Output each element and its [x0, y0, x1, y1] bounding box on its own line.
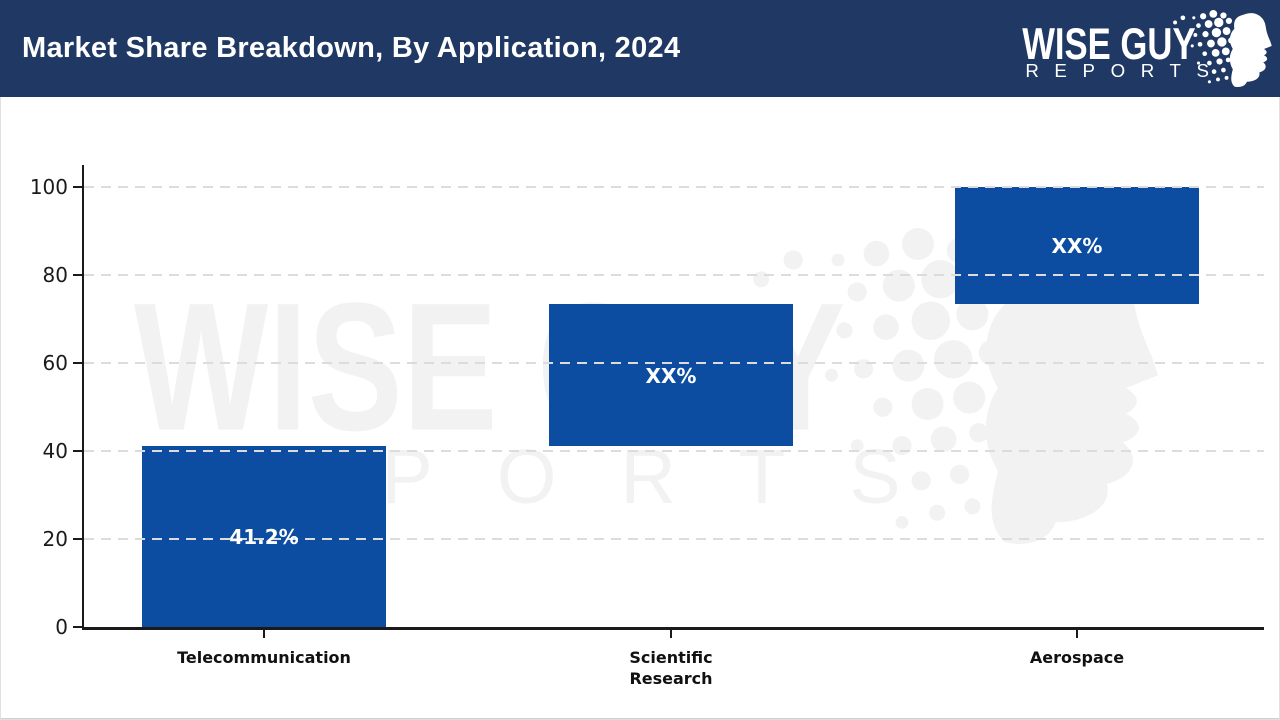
- y-tick-label: 0: [55, 615, 68, 639]
- gridline: [84, 186, 1264, 188]
- x-category-label-line: Telecommunication: [177, 648, 351, 667]
- x-axis-line: [84, 627, 1264, 630]
- x-category-label: Telecommunication: [177, 647, 351, 668]
- x-category-label: Aerospace: [1030, 647, 1124, 668]
- y-axis-line: [82, 165, 84, 630]
- y-tick-mark: [73, 626, 82, 628]
- x-category-label-line: Research: [629, 669, 713, 688]
- y-tick-mark: [73, 538, 82, 540]
- bar-aerospace: [955, 187, 1199, 304]
- y-tick-label: 20: [42, 527, 68, 551]
- gridline: [84, 274, 1264, 276]
- header-bar: Market Share Breakdown, By Application, …: [0, 0, 1280, 97]
- gridline: [84, 450, 1264, 452]
- gridline: [84, 362, 1264, 364]
- bar-scientific-research: [549, 303, 793, 446]
- x-tick-mark: [263, 630, 265, 638]
- y-tick-mark: [73, 274, 82, 276]
- page-title: Market Share Breakdown, By Application, …: [22, 32, 681, 64]
- x-category-label: Scientific Research: [629, 647, 712, 689]
- bar-value-label: XX%: [1051, 234, 1103, 259]
- y-tick-label: 80: [42, 263, 68, 287]
- y-tick-mark: [73, 186, 82, 188]
- y-tick-label: 40: [42, 439, 68, 463]
- x-tick-mark: [1076, 630, 1078, 638]
- gridline: [84, 538, 1264, 540]
- bar-value-label: XX%: [645, 363, 697, 388]
- y-tick-label: 100: [29, 175, 68, 199]
- wise-guy-reports-logo: [1022, 10, 1272, 88]
- x-category-label-line: Aerospace: [1029, 648, 1125, 667]
- bar-value-label: 41.2%: [229, 525, 299, 550]
- y-tick-mark: [73, 362, 82, 364]
- plot-area: 0 20 40 60 80 100 41.2% Telecommunication XX% Sci…: [30, 165, 1264, 688]
- y-tick-label: 60: [42, 351, 68, 375]
- x-tick-mark: [670, 630, 672, 638]
- bar-telecommunication: [142, 445, 386, 627]
- x-category-label-line: Scientific: [629, 648, 713, 667]
- y-tick-mark: [73, 450, 82, 452]
